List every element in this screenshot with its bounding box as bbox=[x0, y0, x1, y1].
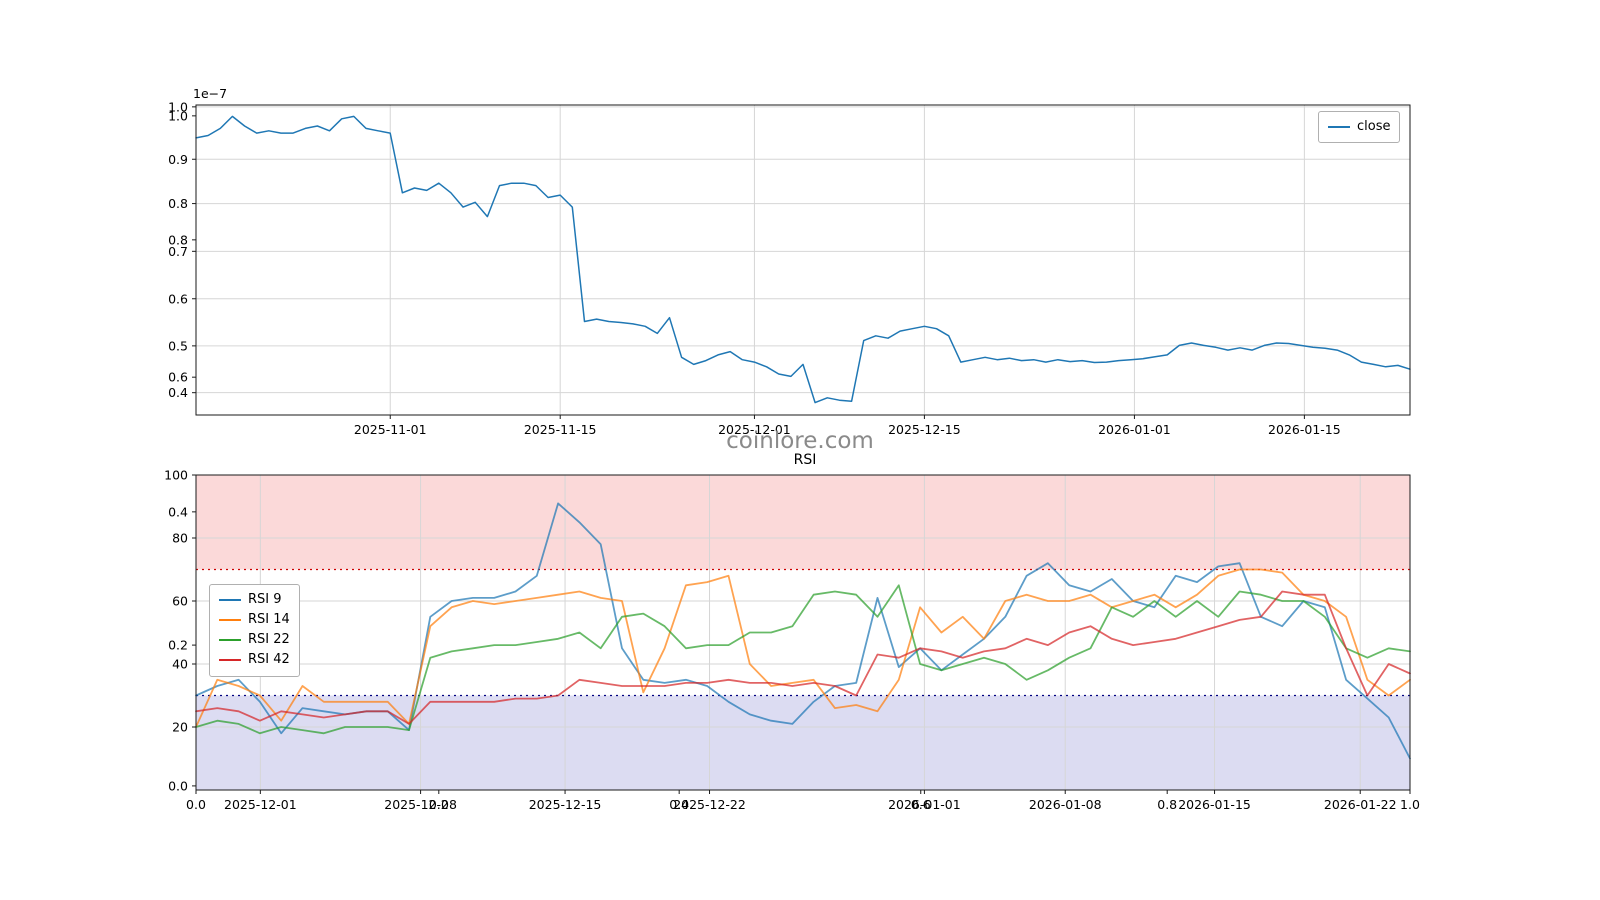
rsi22-line-swatch bbox=[219, 639, 241, 642]
legend-item-rsi14: RSI 14 bbox=[219, 610, 290, 630]
x-tick-label: 2026-01-15 bbox=[1268, 422, 1341, 437]
legend-label-close: close bbox=[1357, 119, 1391, 134]
x-tick-label: 2025-12-22 bbox=[673, 797, 746, 812]
x-tick-label: 0.2 bbox=[429, 797, 449, 812]
rsi14-line-swatch bbox=[219, 619, 241, 622]
axes-spines bbox=[195, 104, 1411, 416]
x-tick-label: 2026-01-01 bbox=[1098, 422, 1171, 437]
legend-label-rsi42: RSI 42 bbox=[248, 652, 290, 668]
watermark: coinlore.com bbox=[726, 428, 874, 454]
y-tick-label: 40 bbox=[172, 657, 188, 672]
y-tick-label: 1.0 bbox=[168, 99, 188, 114]
y-tick-label: 0.8 bbox=[168, 232, 188, 247]
x-tick-label: 0.0 bbox=[186, 797, 206, 812]
x-tick-label: 2025-12-15 bbox=[888, 422, 961, 437]
y-tick-label: 1.0 bbox=[168, 108, 188, 123]
y-tick-label: 0.4 bbox=[168, 385, 188, 400]
y-tick-label: 60 bbox=[172, 594, 188, 609]
y-tick-label: 0.0 bbox=[168, 778, 188, 793]
legend-item-close: close bbox=[1328, 117, 1390, 137]
y-tick-label: 0.2 bbox=[168, 638, 188, 653]
y-tick-label: 0.6 bbox=[168, 370, 188, 385]
y-tick-label: 0.6 bbox=[168, 291, 188, 306]
legend-item-rsi22: RSI 22 bbox=[219, 630, 290, 650]
threshold-zone bbox=[196, 475, 1410, 570]
y-axis-offset-label: 1e−7 bbox=[193, 86, 228, 101]
legend-label-rsi22: RSI 22 bbox=[248, 632, 290, 648]
y-tick-label: 0.8 bbox=[168, 196, 188, 211]
y-tick-label: 0.9 bbox=[168, 152, 188, 167]
series-line-rsi-22 bbox=[195, 584, 1411, 735]
rsi42-line-swatch bbox=[219, 659, 241, 662]
series-line-close bbox=[195, 115, 1411, 404]
close-line-swatch bbox=[1328, 126, 1350, 129]
x-tick-label: 2025-12-15 bbox=[529, 797, 602, 812]
legend-label-rsi9: RSI 9 bbox=[248, 592, 282, 607]
x-tick-label: 0.8 bbox=[1157, 797, 1177, 812]
y-tick-label: 80 bbox=[172, 531, 188, 546]
series-line-rsi-14 bbox=[195, 568, 1411, 728]
y-tick-label: 0.4 bbox=[168, 504, 188, 519]
x-tick-label: 2026-01-22 bbox=[1324, 797, 1397, 812]
rsi-chart-title: RSI bbox=[793, 452, 817, 468]
axes-spines bbox=[195, 474, 1411, 791]
y-tick-label: 100 bbox=[164, 468, 188, 483]
x-tick-label: 0.4 bbox=[669, 797, 689, 812]
x-tick-label: 2026-01-01 bbox=[888, 797, 961, 812]
legend-item-rsi42: RSI 42 bbox=[219, 650, 290, 670]
rsi9-line-swatch bbox=[219, 599, 241, 602]
x-tick-label: 2025-11-01 bbox=[354, 422, 427, 437]
series-line-rsi-42 bbox=[195, 590, 1411, 725]
x-tick-label: 2025-12-08 bbox=[384, 797, 457, 812]
x-tick-label: 2025-12-01 bbox=[224, 797, 297, 812]
series-line-rsi-9 bbox=[195, 502, 1411, 760]
x-tick-label: 0.6 bbox=[911, 797, 931, 812]
close-legend: close bbox=[1318, 111, 1401, 144]
rsi-legend: RSI 9 RSI 14 RSI 22 RSI 42 bbox=[209, 584, 300, 677]
x-tick-label: 2025-12-01 bbox=[718, 422, 791, 437]
x-tick-label: 1.0 bbox=[1400, 797, 1420, 812]
x-tick-label: 2026-01-15 bbox=[1178, 797, 1251, 812]
y-tick-label: 0.7 bbox=[168, 244, 188, 259]
y-tick-label: 20 bbox=[172, 720, 188, 735]
threshold-zone bbox=[196, 695, 1410, 790]
x-tick-label: 2025-11-15 bbox=[524, 422, 597, 437]
legend-label-rsi14: RSI 14 bbox=[248, 612, 290, 628]
x-tick-label: 2026-01-08 bbox=[1029, 797, 1102, 812]
y-tick-label: 0.5 bbox=[168, 338, 188, 353]
legend-item-rsi9: RSI 9 bbox=[219, 590, 290, 610]
